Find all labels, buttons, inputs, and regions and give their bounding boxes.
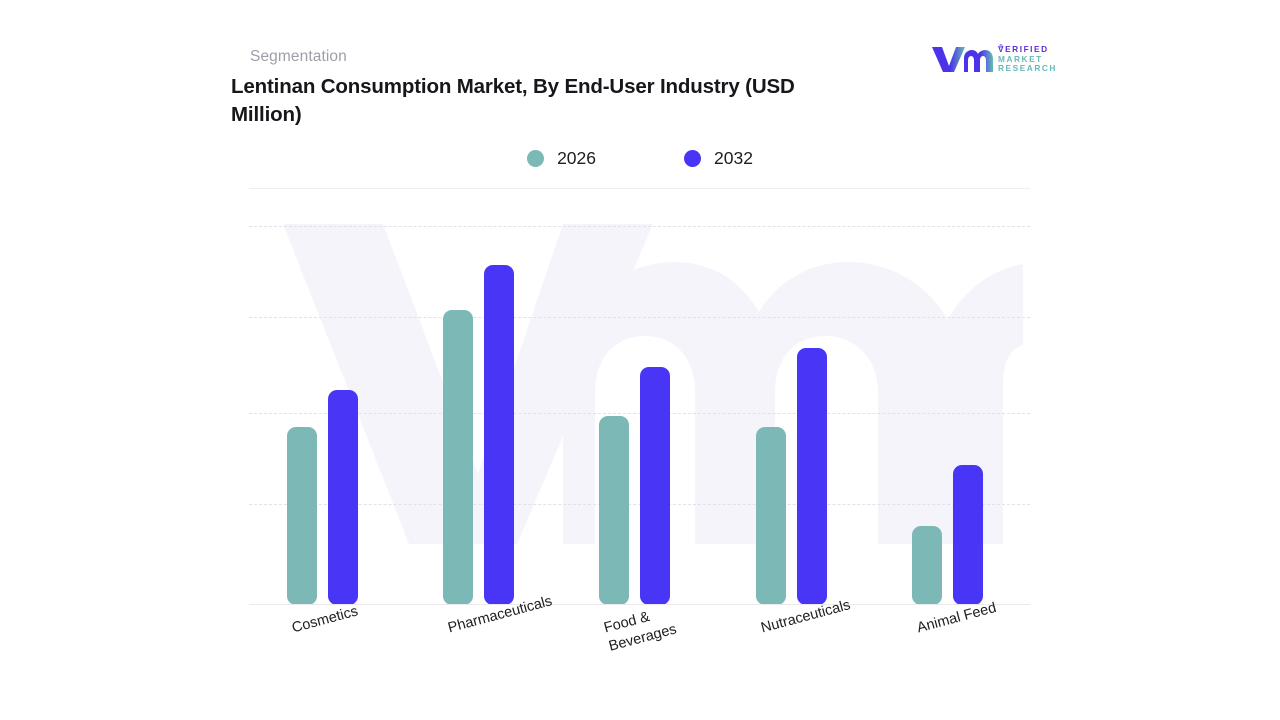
bar-2026-foodbeverages[interactable] [599, 416, 630, 605]
bar-group [755, 196, 827, 605]
logo-line-market: MARKET [998, 53, 1043, 64]
legend-label: 2026 [557, 148, 596, 168]
page-title: Lentinan Consumption Market, By End-User… [231, 75, 795, 126]
x-axis-label: Food & Beverages [602, 608, 679, 655]
bar-2026-cosmetics[interactable] [287, 427, 317, 605]
bar-2026-pharmaceuticals[interactable] [443, 310, 474, 605]
gridline [249, 504, 1030, 505]
x-axis-label: Cosmetics [290, 603, 360, 637]
bar-group-container [249, 196, 1030, 605]
bar-2032-animalfeed[interactable] [952, 465, 983, 605]
bar-group [599, 196, 671, 605]
legend-item-2032[interactable]: 2032 [684, 148, 753, 169]
legend-item-2026[interactable]: 2026 [527, 148, 596, 169]
bar-2026-animalfeed[interactable] [911, 525, 942, 605]
legend-label: 2032 [714, 148, 753, 168]
logo-line-verified: VERIFIED ® [998, 44, 1049, 54]
logo-wordmark: VERIFIED ® MARKET RESEARCH [998, 44, 1057, 74]
bar-2032-pharmaceuticals[interactable] [484, 264, 515, 605]
gridline [249, 413, 1030, 414]
bar-2026-nutraceuticals[interactable] [755, 427, 786, 605]
bar-2032-cosmetics[interactable] [328, 389, 358, 605]
vmr-monogram-icon [932, 47, 993, 72]
x-axis-labels: Cosmetics Pharmaceuticals Food & Beverages… [249, 593, 1030, 708]
bar-group [911, 196, 983, 605]
registered-mark-icon: ® [999, 44, 1003, 50]
bar-group [443, 196, 515, 605]
x-axis-line [249, 604, 1030, 605]
logo-line-research: RESEARCH [998, 63, 1057, 73]
bar-2032-nutraceuticals[interactable] [796, 347, 827, 605]
gridline [249, 317, 1030, 318]
legend-swatch-icon [684, 150, 701, 167]
segmentation-eyebrow: Segmentation [250, 48, 347, 65]
chart-legend: 2026 2032 [0, 148, 1280, 169]
legend-separator [249, 188, 1030, 189]
legend-swatch-icon [527, 150, 545, 167]
bar-2032-foodbeverages[interactable] [640, 366, 671, 605]
bar-group [287, 196, 358, 605]
brand-logo: VERIFIED ® MARKET RESEARCH [930, 42, 1065, 76]
gridline [249, 226, 1030, 227]
